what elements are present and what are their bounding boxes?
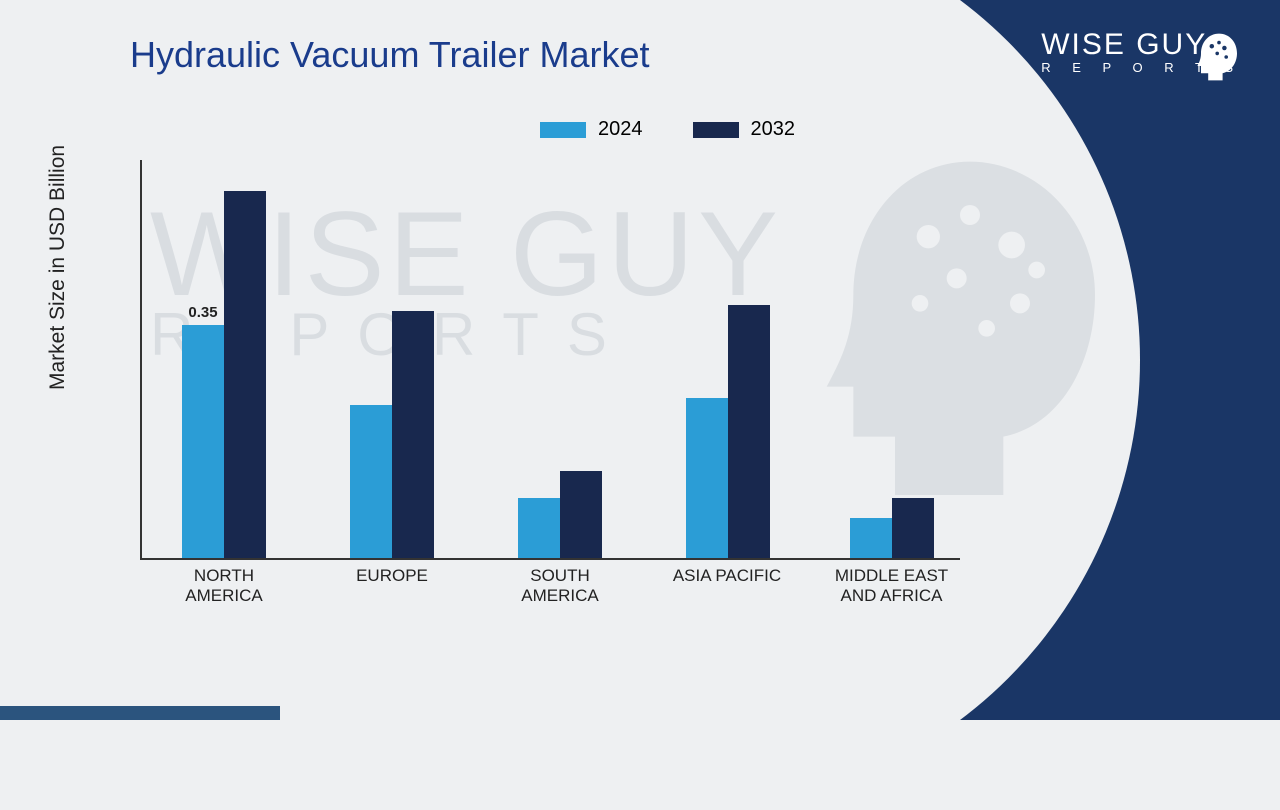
legend: 2024 2032: [540, 118, 795, 141]
bottom-accent-bar: [0, 706, 280, 720]
bar-group: [342, 311, 442, 558]
brand-logo: WISE GUY R E P O R T S: [1041, 28, 1242, 75]
bar-2032: [892, 498, 934, 558]
x-axis-label: ASIA PACIFIC: [672, 566, 782, 586]
bar-2024: 0.35: [182, 325, 224, 558]
bar-group: [842, 498, 942, 558]
bar-group: 0.35: [174, 191, 274, 558]
x-axis-label: EUROPE: [342, 566, 442, 586]
legend-label-2024: 2024: [598, 118, 643, 141]
bar-value-label: 0.35: [182, 304, 224, 321]
bar-2032: [728, 305, 770, 558]
bar-2024: [350, 405, 392, 558]
bar-2032: [560, 471, 602, 558]
legend-label-2032: 2032: [751, 118, 796, 141]
bar-group: [678, 305, 778, 558]
chart-title: Hydraulic Vacuum Trailer Market: [130, 34, 650, 76]
x-axis-label: NORTH AMERICA: [164, 566, 284, 607]
bar-2024: [850, 518, 892, 558]
logo-head-icon: [1192, 30, 1246, 84]
bar-2032: [392, 311, 434, 558]
bar-2032: [224, 191, 266, 558]
legend-item-2032: 2032: [693, 118, 796, 141]
plot-region: 0.35NORTH AMERICAEUROPESOUTH AMERICAASIA…: [140, 160, 960, 560]
x-axis-label: SOUTH AMERICA: [500, 566, 620, 607]
chart-area: Market Size in USD Billion 0.35NORTH AME…: [100, 160, 960, 620]
legend-swatch-2024: [540, 122, 586, 138]
bar-group: [510, 471, 610, 558]
legend-swatch-2032: [693, 122, 739, 138]
legend-item-2024: 2024: [540, 118, 643, 141]
bar-2024: [686, 398, 728, 558]
bar-2024: [518, 498, 560, 558]
y-axis-label: Market Size in USD Billion: [46, 145, 70, 390]
x-axis-label: MIDDLE EAST AND AFRICA: [834, 566, 949, 607]
